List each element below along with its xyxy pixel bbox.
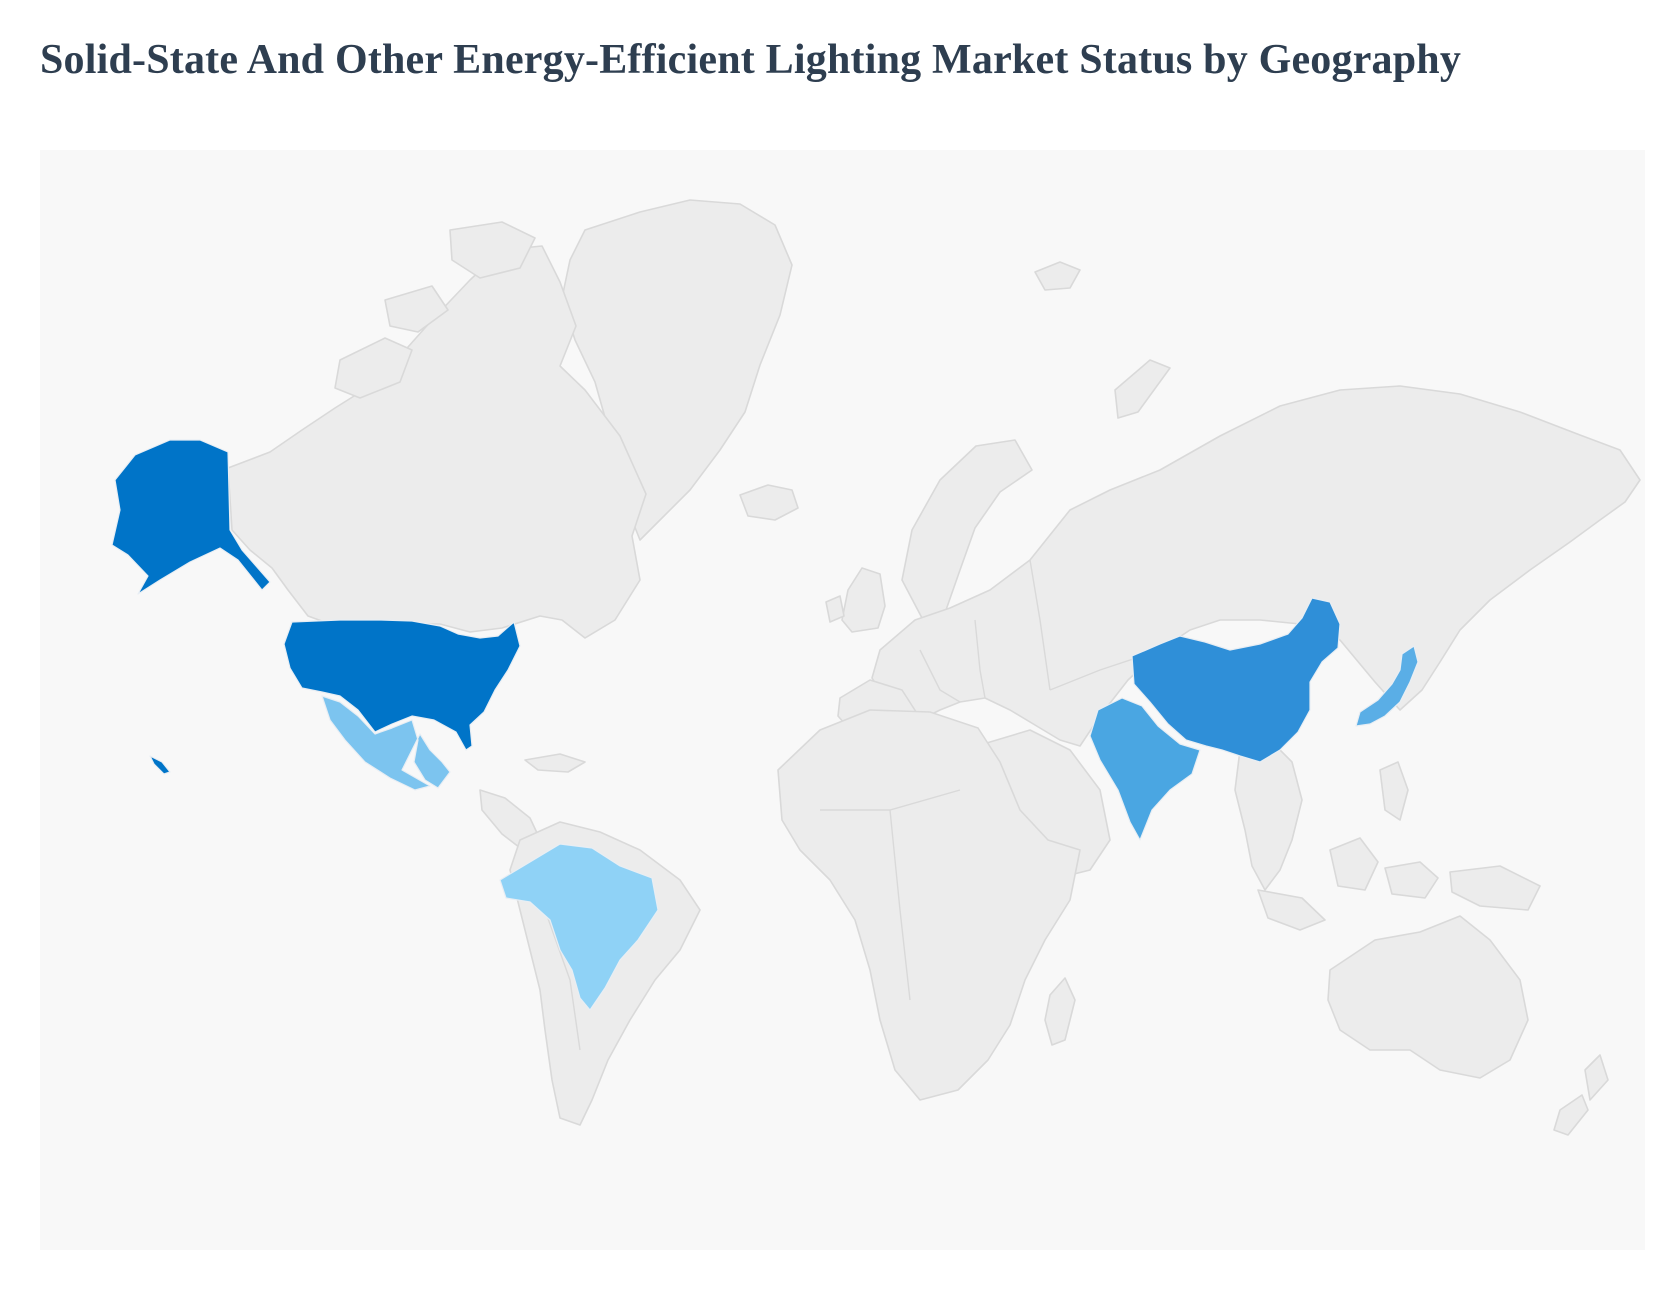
country-mexico[interactable] bbox=[321, 695, 451, 791]
land-eurasia[interactable] bbox=[871, 385, 1641, 747]
land-ireland[interactable] bbox=[825, 595, 845, 623]
land-indonesia-2[interactable] bbox=[1329, 837, 1379, 891]
land-caribbean[interactable] bbox=[524, 753, 586, 773]
land-arctic-island-2[interactable] bbox=[449, 221, 536, 279]
land-arctic-island-1[interactable] bbox=[334, 337, 413, 399]
border-south-america-1 bbox=[544, 909, 581, 1051]
land-arctic-island-3[interactable] bbox=[384, 285, 449, 333]
land-new-zealand[interactable] bbox=[1584, 1054, 1609, 1101]
land-indonesia-1[interactable] bbox=[1257, 889, 1326, 931]
land-philippines[interactable] bbox=[1379, 761, 1409, 821]
world-map-svg bbox=[111, 199, 1641, 1136]
country-brazil[interactable] bbox=[499, 843, 659, 1011]
land-southeast-asia[interactable] bbox=[1234, 739, 1303, 891]
united-states-alaska[interactable] bbox=[111, 439, 271, 595]
land-svalbard[interactable] bbox=[1034, 261, 1081, 291]
country-india[interactable] bbox=[1089, 697, 1201, 841]
united-states-contiguous[interactable] bbox=[283, 619, 521, 751]
land-great-britain[interactable] bbox=[841, 567, 886, 633]
world-map bbox=[40, 150, 1645, 1250]
base-land bbox=[227, 199, 1641, 1136]
country-united-states[interactable] bbox=[111, 439, 521, 775]
border-russia bbox=[1029, 559, 1051, 691]
land-africa[interactable] bbox=[777, 709, 1081, 1101]
highlighted-countries bbox=[111, 439, 1419, 1011]
land-canada[interactable] bbox=[227, 245, 647, 639]
land-new-guinea[interactable] bbox=[1449, 865, 1541, 911]
land-iceland[interactable] bbox=[739, 484, 799, 521]
land-novaya-zemlya[interactable] bbox=[1114, 359, 1171, 419]
land-new-zealand-south[interactable] bbox=[1553, 1094, 1589, 1136]
border-africa-2 bbox=[889, 809, 911, 1001]
country-japan[interactable] bbox=[1355, 645, 1419, 727]
country-china[interactable] bbox=[1131, 597, 1341, 763]
land-madagascar[interactable] bbox=[1044, 977, 1076, 1046]
united-states-hawaii[interactable] bbox=[149, 755, 171, 775]
land-indonesia-3[interactable] bbox=[1384, 861, 1439, 899]
border-europe-2 bbox=[974, 619, 986, 699]
page-title: Solid-State And Other Energy-Efficient L… bbox=[40, 37, 1462, 83]
border-europe-1 bbox=[919, 649, 961, 703]
land-australia[interactable] bbox=[1327, 915, 1529, 1079]
